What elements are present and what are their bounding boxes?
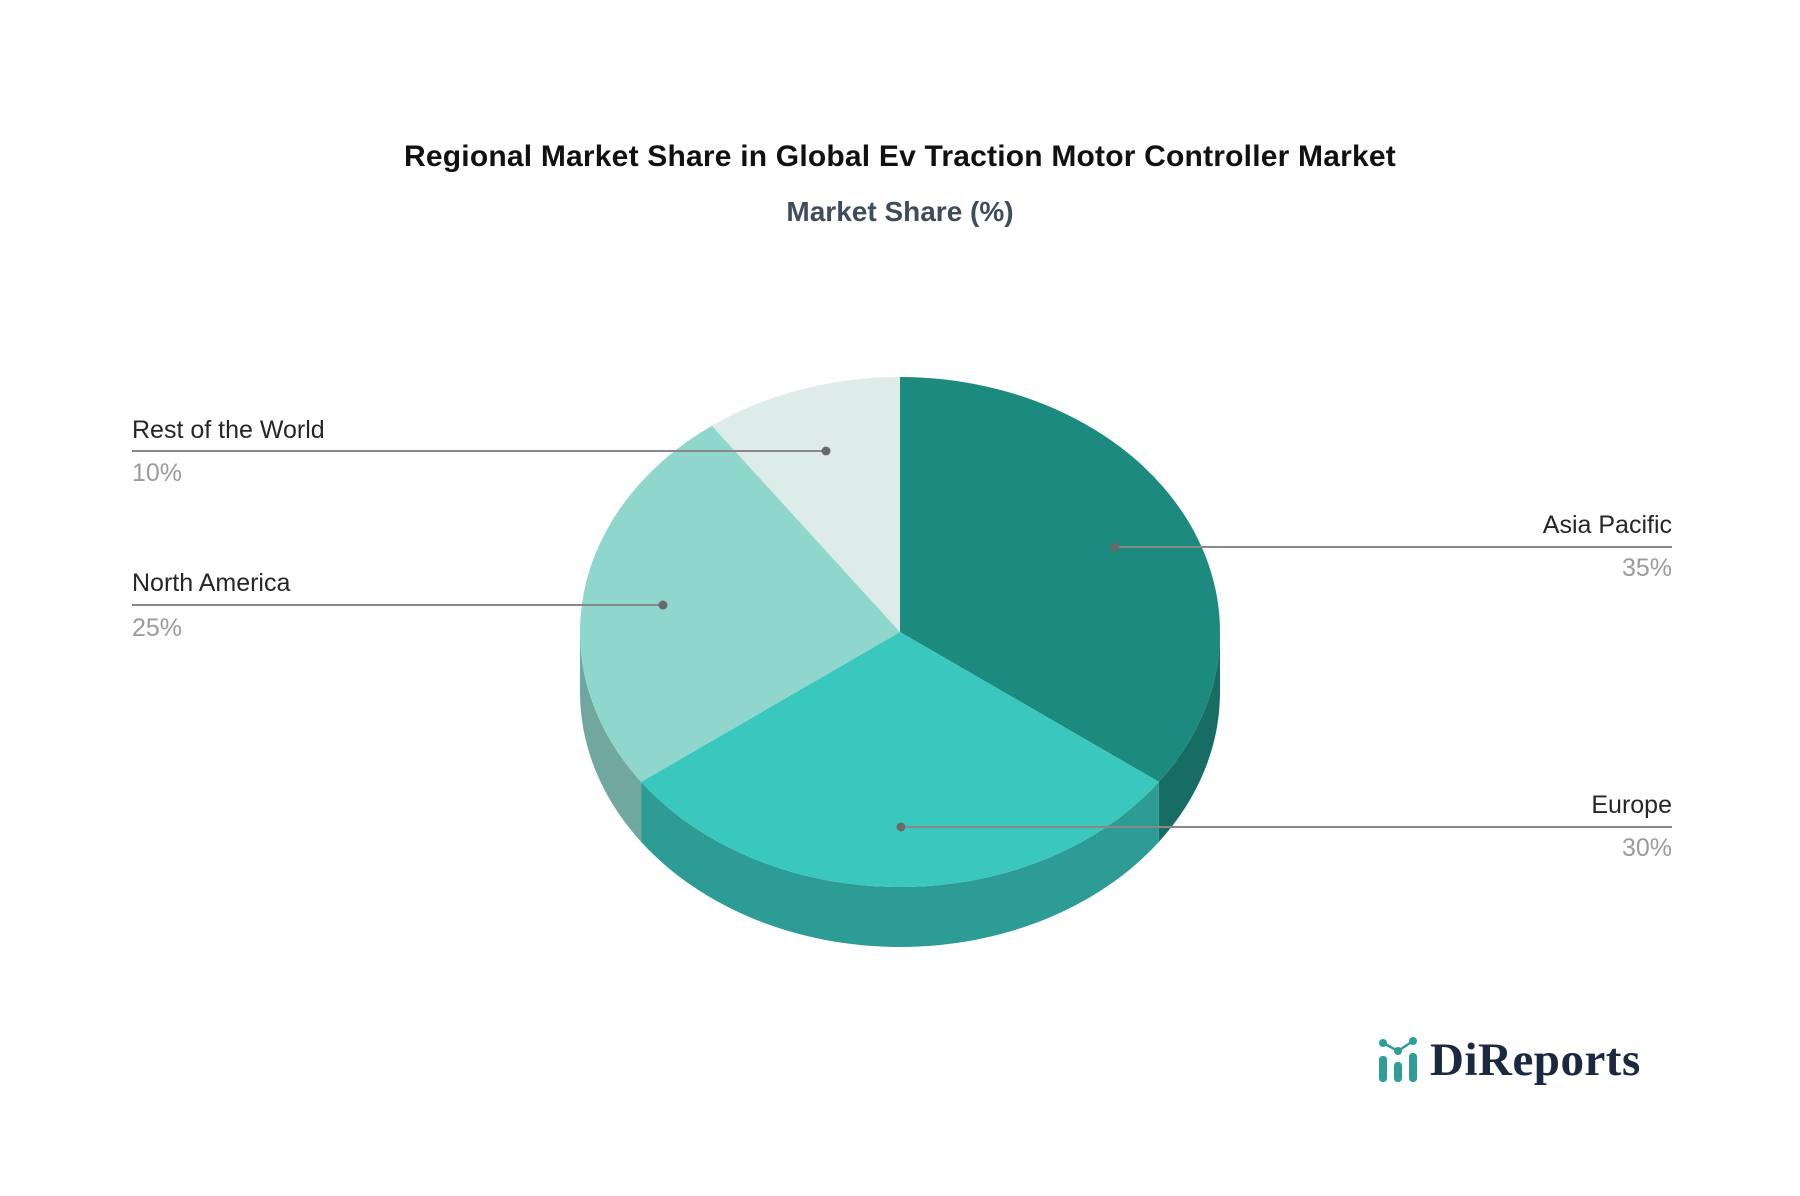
logo-bar-middle <box>1394 1062 1402 1082</box>
pie-side-europe <box>641 781 1159 947</box>
logo-bar-right <box>1409 1053 1417 1082</box>
pct-rest-of-the-world: 10% <box>132 459 183 487</box>
callout-dot-north-america <box>658 600 668 610</box>
pct-europe: 30% <box>1621 834 1672 862</box>
logo-dot-middle <box>1394 1047 1402 1055</box>
pie-side-asia-pacific <box>1158 632 1220 842</box>
pct-asia-pacific: 35% <box>1621 554 1672 582</box>
logo-dot-right <box>1409 1037 1417 1045</box>
label-asia-pacific: Asia Pacific <box>1542 511 1672 539</box>
pie-slice-north-america <box>580 425 900 782</box>
pie-slice-rest-of-the-world <box>711 377 900 632</box>
callout-dot-asia-pacific <box>1110 542 1120 552</box>
label-north-america: North America <box>132 569 291 597</box>
callout-dot-europe <box>896 822 906 832</box>
callout-dot-rest-of-the-world <box>821 446 831 456</box>
logo-text: DiReports <box>1430 1034 1641 1086</box>
chart-title: Regional Market Share in Global Ev Tract… <box>404 140 1396 173</box>
bar-line-chart-icon <box>1379 1037 1417 1082</box>
pie-slice-asia-pacific <box>900 377 1221 782</box>
pct-north-america: 25% <box>132 614 183 642</box>
label-rest-of-the-world: Rest of the World <box>132 416 325 444</box>
pie-slice-europe <box>641 632 1159 887</box>
pie-side-north-america <box>580 632 642 842</box>
logo-dot-left <box>1379 1039 1387 1047</box>
label-europe: Europe <box>1591 791 1672 819</box>
chart-subtitle: Market Share (%) <box>786 196 1014 227</box>
logo-bar-left <box>1379 1056 1387 1082</box>
logo: DiReports <box>1377 1034 1641 1086</box>
